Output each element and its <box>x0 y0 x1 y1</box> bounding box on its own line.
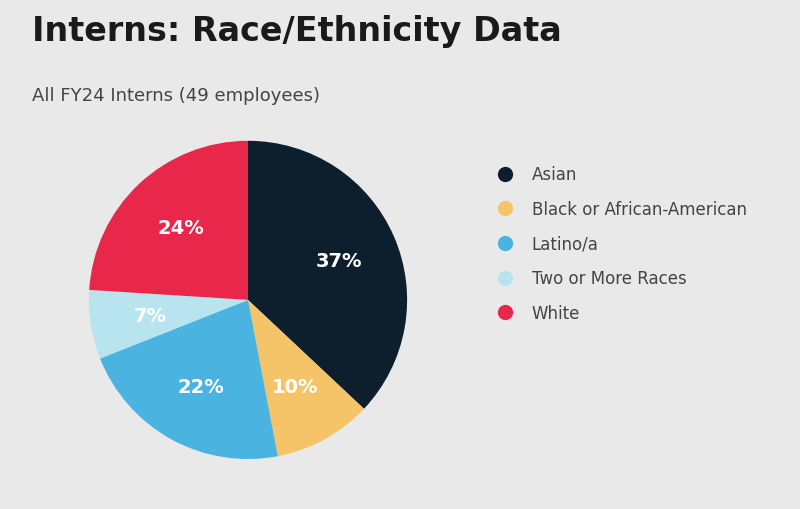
Wedge shape <box>248 300 364 456</box>
Wedge shape <box>100 300 278 459</box>
Text: 22%: 22% <box>177 377 224 396</box>
Text: 10%: 10% <box>272 377 318 396</box>
Text: All FY24 Interns (49 employees): All FY24 Interns (49 employees) <box>32 87 320 104</box>
Wedge shape <box>89 290 248 359</box>
Wedge shape <box>248 142 407 409</box>
Wedge shape <box>89 142 248 300</box>
Text: 37%: 37% <box>315 252 362 271</box>
Legend: Asian, Black or African-American, Latino/a, Two or More Races, White: Asian, Black or African-American, Latino… <box>488 166 746 323</box>
Text: Interns: Race/Ethnicity Data: Interns: Race/Ethnicity Data <box>32 15 562 48</box>
Text: 24%: 24% <box>157 219 204 238</box>
Text: 7%: 7% <box>134 306 167 325</box>
